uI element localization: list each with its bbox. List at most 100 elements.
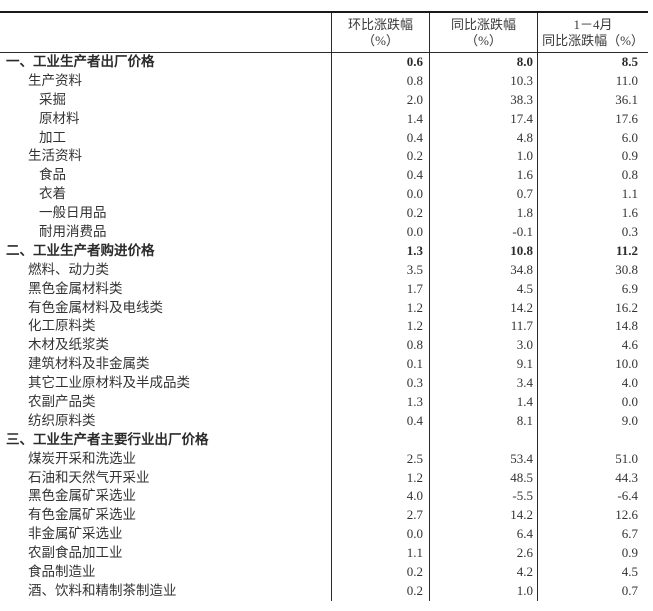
row-value: 0.2 [332,581,430,601]
row-value: 4.2 [430,563,538,582]
row-value: 48.5 [430,468,538,488]
row-label: 一、工业生产者出厂价格 [0,53,332,72]
row-value: 11.7 [430,317,538,337]
row-value: 0.2 [332,147,430,167]
row-label: 煤炭开采和洗选业 [0,449,332,469]
header-yoy-change: 同比涨跌幅 （%） [430,13,538,52]
table-row: 纺织原料类 0.4 8.1 9.0 [0,411,648,431]
table-row: 有色金属材料及电线类 1.2 14.2 16.2 [0,298,648,318]
row-value: 17.6 [615,110,638,126]
row-label: 一般日用品 [0,204,332,224]
table-row: 耐用消费品 0.0 -0.1 0.3 [0,223,648,242]
table-row: 农副产品类 1.3 1.4 0.0 [0,393,648,412]
row-label: 非金属矿采选业 [0,525,332,545]
row-value: 2.7 [332,506,430,526]
row-value: 14.8 [615,318,638,334]
row-label: 食品 [0,166,332,186]
table-row: 黑色金属材料类 1.7 4.5 6.9 [0,279,648,299]
row-value: 0.0 [332,185,430,205]
table-row: 非金属矿采选业 0.0 6.4 6.7 [0,525,648,545]
row-value: 0.0 [332,223,430,242]
row-label: 衣着 [0,185,332,205]
row-value: 1.6 [621,205,638,221]
row-label: 木材及纸浆类 [0,336,332,356]
row-value: 6.4 [430,525,538,545]
row-value: 11.2 [615,242,638,258]
row-label: 其它工业原材料及半成品类 [0,374,332,394]
table-row: 燃料、动力类 3.5 34.8 30.8 [0,260,648,280]
row-value: -0.1 [430,223,538,242]
row-value: 10.3 [430,71,538,91]
row-value: 0.2 [332,204,430,224]
table-row: 生活资料 0.2 1.0 0.9 [0,147,648,167]
header-mom-change: 环比涨跌幅 （%） [332,13,430,52]
header-ytd-line2: 同比涨跌幅（%） [542,32,644,48]
row-value: 4.6 [621,337,638,353]
row-value: 1.1 [332,544,430,564]
row-value: 3.4 [430,374,538,394]
table-row: 黑色金属矿采选业 4.0 -5.5 -6.4 [0,487,648,507]
row-label: 黑色金属材料类 [0,279,332,299]
row-label: 采掘 [0,90,332,110]
table-row: 生产资料 0.8 10.3 11.0 [0,71,648,91]
row-value: 38.3 [430,90,538,110]
header-mom-line2: （%） [362,32,399,48]
table-row: 煤炭开采和洗选业 2.5 53.4 51.0 [0,449,648,469]
row-value: 8.5 [621,54,638,69]
row-value: 3.0 [430,336,538,356]
row-value: 8.0 [430,53,538,72]
row-value: 1.2 [332,317,430,337]
row-value: 4.5 [621,564,638,580]
table-row: 酒、饮料和精制茶制造业 0.2 1.0 0.7 [0,581,648,601]
row-value: 4.0 [332,487,430,507]
header-empty-cell [0,13,332,52]
row-label: 有色金属矿采选业 [0,506,332,526]
row-value: 1.4 [332,109,430,129]
row-value: 0.0 [332,525,430,545]
row-label: 建筑材料及非金属类 [0,355,332,375]
row-value: 0.8 [621,167,638,183]
table-row: 衣着 0.0 0.7 1.1 [0,185,648,205]
row-value: 0.4 [332,128,430,148]
row-label: 农副食品加工业 [0,544,332,564]
row-label: 二、工业生产者购进价格 [0,241,332,261]
row-value: 1.3 [332,393,430,412]
row-value: 1.7 [332,279,430,299]
row-value: 14.2 [430,506,538,526]
row-value: 1.0 [430,581,538,601]
row-value: 3.5 [332,260,430,280]
row-value: 0.3 [621,224,638,240]
table-row: 一、工业生产者出厂价格 0.6 8.0 8.5 [0,53,648,72]
row-label: 加工 [0,128,332,148]
row-value: 0.6 [332,53,430,72]
row-value: 9.0 [621,412,638,428]
row-value: 11.0 [615,72,638,88]
header-ytd-line1: 1－4月 [573,16,613,32]
table-header-row: 环比涨跌幅 （%） 同比涨跌幅 （%） 1－4月 同比涨跌幅（%） [0,13,648,53]
row-label: 三、工业生产者主要行业出厂价格 [0,430,332,450]
row-value: 0.3 [332,374,430,394]
row-value: 4.5 [430,279,538,299]
row-value: 51.0 [615,450,638,466]
header-mom-line1: 环比涨跌幅 [347,16,413,32]
row-value: 10.0 [615,356,638,372]
row-value: 1.2 [332,298,430,318]
row-value: 14.2 [430,298,538,318]
row-value: 0.8 [332,336,430,356]
row-value: 4.0 [621,375,638,391]
row-value: 0.9 [621,545,638,561]
row-value: 0.9 [621,148,638,164]
row-value: 0.7 [430,185,538,205]
table-row: 化工原料类 1.2 11.7 14.8 [0,317,648,337]
row-label: 燃料、动力类 [0,260,332,280]
row-value: 12.6 [615,507,638,523]
row-value: 2.0 [332,90,430,110]
row-value: 53.4 [430,449,538,469]
row-value: 1.1 [621,186,638,202]
row-label: 耐用消费品 [0,223,332,242]
ppi-statistics-table: 环比涨跌幅 （%） 同比涨跌幅 （%） 1－4月 同比涨跌幅（%） 一、工业生产… [0,11,648,601]
row-label: 生活资料 [0,147,332,167]
row-label: 食品制造业 [0,563,332,582]
row-value: 1.3 [332,241,430,261]
row-value: 0.8 [332,71,430,91]
